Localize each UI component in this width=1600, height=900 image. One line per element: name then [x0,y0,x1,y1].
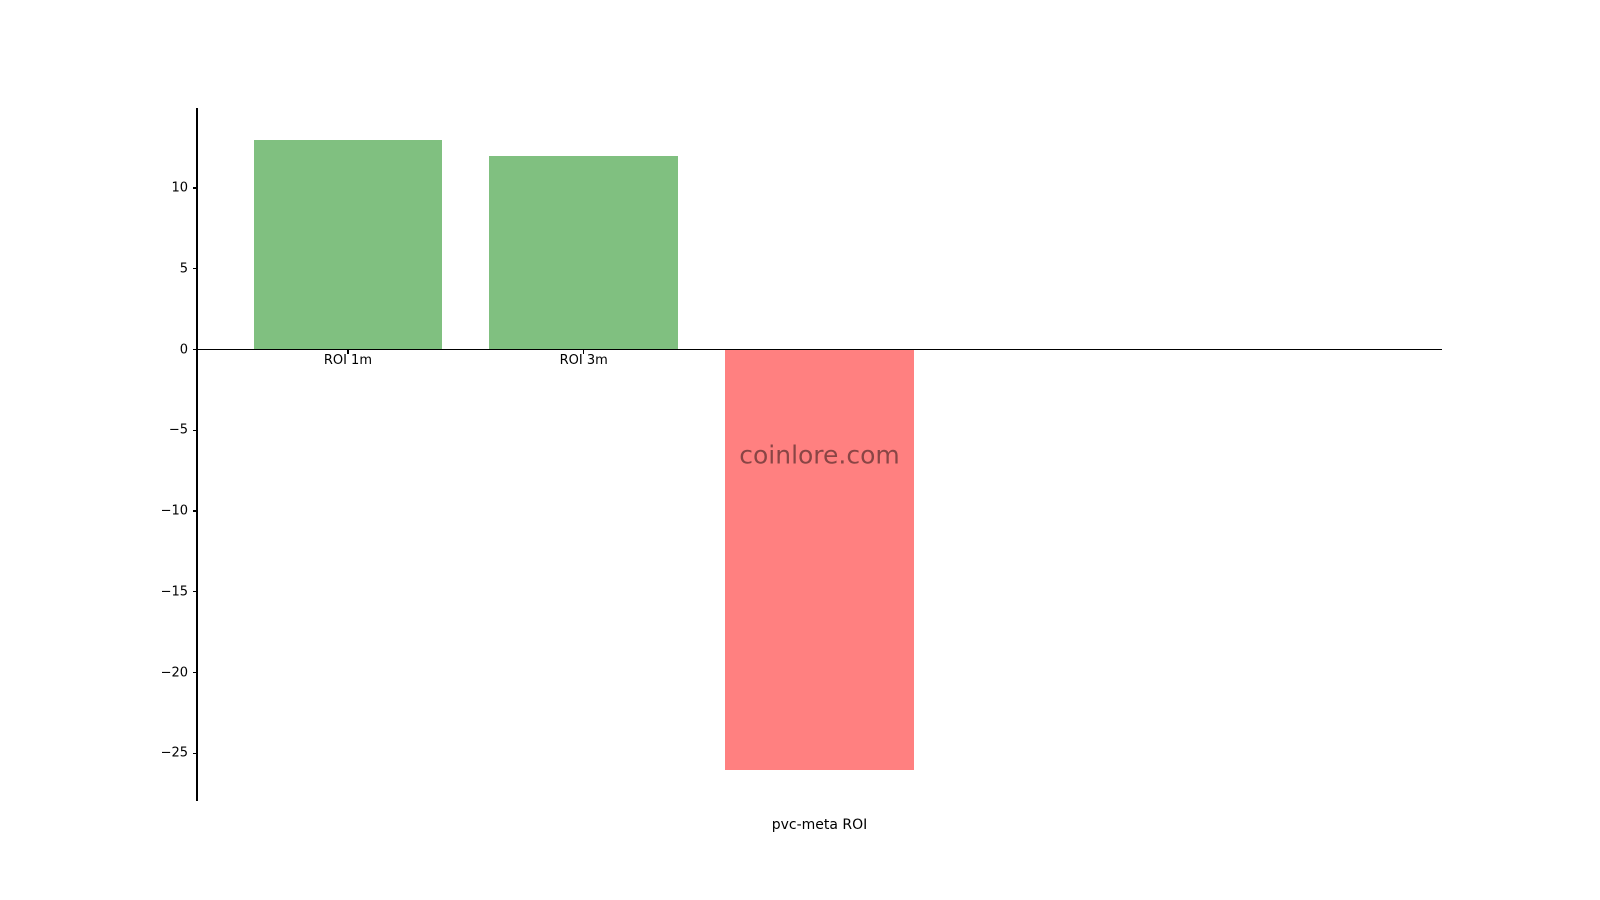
bar-category-2 [725,349,914,770]
x-axis-line [197,348,1442,351]
bar-roi-3m [489,155,678,350]
y-tick-label: 5 [179,261,188,277]
x-tick-mark [583,349,585,354]
y-tick-mark [192,187,197,189]
y-tick-mark [192,671,197,674]
y-tick-mark [192,429,197,431]
y-axis-line [196,108,198,801]
y-tick-label: −5 [168,422,188,438]
x-tick-label: ROI 3m [559,352,608,368]
y-tick-label: −15 [160,584,188,600]
y-tick-label: −25 [160,745,188,761]
y-tick-mark [192,752,197,754]
watermark-text: coinlore.com [739,440,900,469]
x-tick-mark [347,349,349,354]
y-tick-label: 10 [171,180,188,196]
bar-roi-1m [253,139,443,350]
y-tick-label: −10 [160,503,188,519]
y-tick-label: 0 [179,342,188,357]
y-tick-mark [192,591,197,593]
x-tick-label: ROI 1m [323,352,372,368]
y-tick-mark [192,268,197,270]
y-tick-mark [192,510,197,512]
y-tick-label: −20 [160,665,188,681]
y-tick-mark [192,348,197,351]
x-axis-title: pvc-meta ROI [771,817,868,833]
